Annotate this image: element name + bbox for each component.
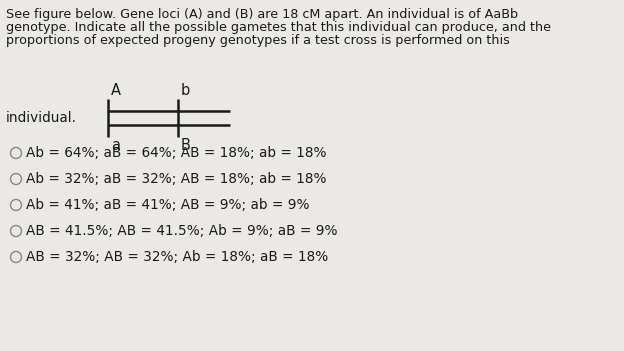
- Text: b: b: [181, 83, 190, 98]
- Text: A: A: [111, 83, 121, 98]
- Text: proportions of expected progeny genotypes if a test cross is performed on this: proportions of expected progeny genotype…: [6, 34, 510, 47]
- Text: B: B: [181, 138, 191, 153]
- Text: See figure below. Gene loci (A) and (B) are 18 cM apart. An individual is of AaB: See figure below. Gene loci (A) and (B) …: [6, 8, 518, 21]
- Text: Ab = 64%; aB = 64%; AB = 18%; ab = 18%: Ab = 64%; aB = 64%; AB = 18%; ab = 18%: [26, 146, 326, 160]
- Text: genotype. Indicate all the possible gametes that this individual can produce, an: genotype. Indicate all the possible game…: [6, 21, 551, 34]
- Text: AB = 41.5%; AB = 41.5%; Ab = 9%; aB = 9%: AB = 41.5%; AB = 41.5%; Ab = 9%; aB = 9%: [26, 224, 337, 238]
- Text: Ab = 32%; aB = 32%; AB = 18%; ab = 18%: Ab = 32%; aB = 32%; AB = 18%; ab = 18%: [26, 172, 326, 186]
- Text: AB = 32%; AB = 32%; Ab = 18%; aB = 18%: AB = 32%; AB = 32%; Ab = 18%; aB = 18%: [26, 250, 328, 264]
- Text: Ab = 41%; aB = 41%; AB = 9%; ab = 9%: Ab = 41%; aB = 41%; AB = 9%; ab = 9%: [26, 198, 309, 212]
- Text: individual.: individual.: [6, 111, 77, 125]
- Text: a: a: [111, 138, 120, 153]
